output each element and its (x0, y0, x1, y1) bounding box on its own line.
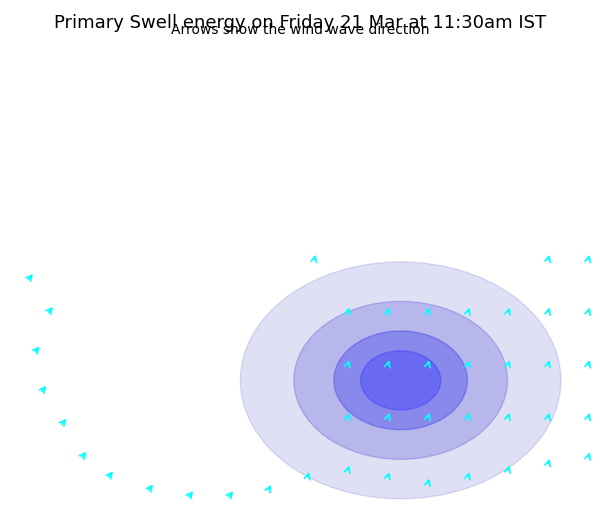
Ellipse shape (294, 302, 507, 459)
Ellipse shape (361, 351, 441, 410)
Text: Arrows show the wind wave direction: Arrows show the wind wave direction (171, 23, 430, 37)
Text: Primary Swell energy on Friday 21 Mar at 11:30am IST: Primary Swell energy on Friday 21 Mar at… (55, 14, 546, 32)
Ellipse shape (334, 331, 468, 430)
Ellipse shape (240, 262, 561, 499)
